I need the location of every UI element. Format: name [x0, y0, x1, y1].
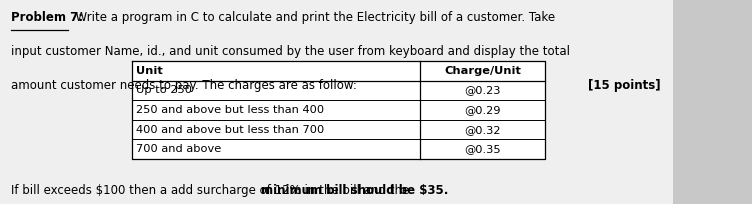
Text: @0.35: @0.35 — [464, 144, 501, 154]
Text: If bill exceeds $100 then a add surcharge of 12% in the bill and the: If bill exceeds $100 then a add surcharg… — [11, 184, 414, 197]
Text: @0.23: @0.23 — [464, 85, 501, 95]
Text: 700 and above: 700 and above — [136, 144, 221, 154]
Text: amount customer needs to pay. The charges are as follow:: amount customer needs to pay. The charge… — [11, 79, 357, 92]
Text: Charge/Unit: Charge/Unit — [444, 66, 521, 76]
Text: 250 and above but less than 400: 250 and above but less than 400 — [136, 105, 324, 115]
Text: Up to 250: Up to 250 — [136, 85, 192, 95]
Text: 400 and above but less than 700: 400 and above but less than 700 — [136, 125, 324, 135]
Text: Unit: Unit — [136, 66, 163, 76]
Text: input customer Name, id., and unit consumed by the user from keyboard and displa: input customer Name, id., and unit consu… — [11, 45, 570, 58]
FancyBboxPatch shape — [0, 0, 673, 204]
Text: minimum bill should be $35.: minimum bill should be $35. — [262, 184, 449, 197]
FancyBboxPatch shape — [132, 61, 545, 159]
Text: Write a program in C to calculate and print the Electricity bill of a customer. : Write a program in C to calculate and pr… — [68, 11, 556, 24]
Text: Problem 7:: Problem 7: — [11, 11, 83, 24]
Text: @0.32: @0.32 — [464, 125, 501, 135]
Text: @0.29: @0.29 — [464, 105, 501, 115]
Text: [15 points]: [15 points] — [587, 79, 660, 92]
